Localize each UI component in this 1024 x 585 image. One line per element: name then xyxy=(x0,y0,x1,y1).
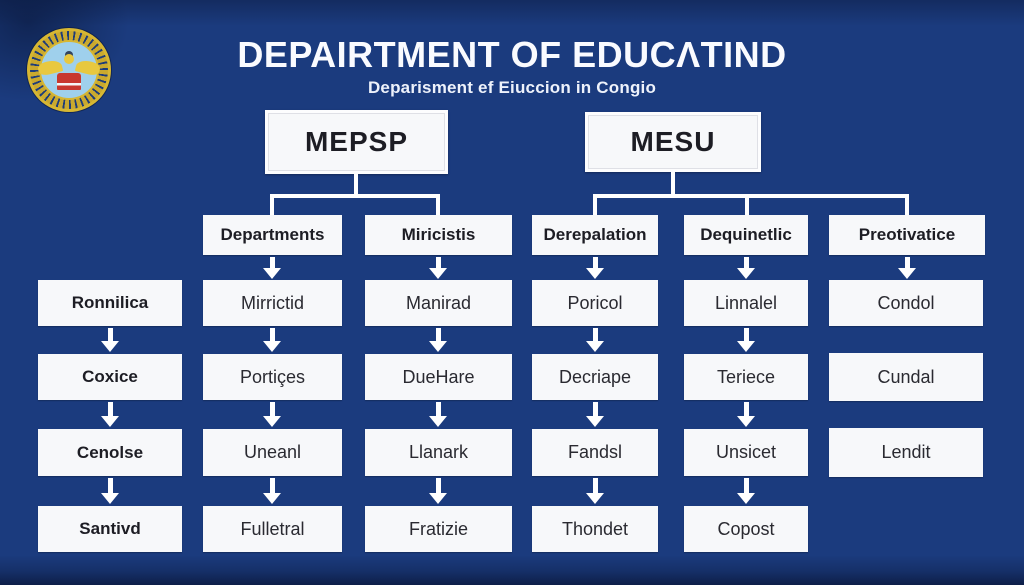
org-box-mesu: MESU xyxy=(585,112,761,172)
org-cell-poricol: Poricol xyxy=(532,280,658,326)
connector-line xyxy=(593,194,597,215)
org-header-preotivatice: Preotivatice xyxy=(829,215,985,255)
org-cell-manirad: Manirad xyxy=(365,280,512,326)
seal-tower xyxy=(57,73,81,90)
org-cell-portices: Portiçes xyxy=(203,354,342,400)
connector-line xyxy=(270,194,274,215)
org-cell-duehare: DueHare xyxy=(365,354,512,400)
org-header-derepalation: Derepalation xyxy=(532,215,658,255)
down-arrow xyxy=(737,328,755,352)
down-arrow xyxy=(737,257,755,279)
org-cell-mirrictid: Mirrictid xyxy=(203,280,342,326)
org-cell-fandsl: Fandsl xyxy=(532,429,658,476)
down-arrow xyxy=(263,402,281,427)
org-cell-lendit: Lendit xyxy=(829,428,983,477)
down-arrow xyxy=(737,402,755,427)
down-arrow xyxy=(586,402,604,427)
connector-line xyxy=(354,174,358,196)
connector-line xyxy=(671,172,675,196)
connector-line xyxy=(436,194,440,215)
down-arrow xyxy=(737,478,755,504)
org-header-departments: Departments xyxy=(203,215,342,255)
down-arrow xyxy=(101,402,119,427)
down-arrow xyxy=(586,328,604,352)
ministry-seal-icon xyxy=(27,28,111,112)
down-arrow xyxy=(263,328,281,352)
org-box-mepsp: MEPSP xyxy=(265,110,448,174)
org-cell-unsicet: Unsicet xyxy=(684,429,808,476)
org-cell-coxice: Coxice xyxy=(38,354,182,400)
org-cell-cenolse: Cenolse xyxy=(38,429,182,476)
seal-dome xyxy=(64,54,74,64)
down-arrow xyxy=(898,257,916,279)
down-arrow xyxy=(429,257,447,279)
org-cell-decriape: Decriape xyxy=(532,354,658,400)
page-title: DEPAIRTMENT OF EDUCΛTIND xyxy=(237,34,787,75)
down-arrow xyxy=(101,478,119,504)
org-cell-fratizie: Fratizie xyxy=(365,506,512,552)
org-cell-llanark: Llanark xyxy=(365,429,512,476)
down-arrow xyxy=(429,402,447,427)
org-cell-copost: Copost xyxy=(684,506,808,552)
connector-line xyxy=(745,194,749,215)
org-cell-ronnilica: Ronnilica xyxy=(38,280,182,326)
down-arrow xyxy=(586,478,604,504)
down-arrow xyxy=(263,478,281,504)
org-header-dequinetlic: Dequinetlic xyxy=(684,215,808,255)
down-arrow xyxy=(429,328,447,352)
down-arrow xyxy=(101,328,119,352)
org-cell-linnalel: Linnalel xyxy=(684,280,808,326)
connector-line xyxy=(905,194,909,215)
down-arrow xyxy=(429,478,447,504)
page-subtitle: Deparisment ef Eiuccion in Congio xyxy=(367,78,657,97)
org-cell-santivd: Santivd xyxy=(38,506,182,552)
connector-line xyxy=(593,194,909,198)
connector-line xyxy=(270,194,440,198)
org-cell-thondet: Thondet xyxy=(532,506,658,552)
org-cell-condol: Condol xyxy=(829,280,983,326)
org-cell-cundal: Cundal xyxy=(829,353,983,401)
org-cell-teriece: Teriece xyxy=(684,354,808,400)
down-arrow xyxy=(586,257,604,279)
down-arrow xyxy=(263,257,281,279)
org-cell-fulletral: Fulletral xyxy=(203,506,342,552)
org-header-miricistis: Miricistis xyxy=(365,215,512,255)
org-cell-uneanl: Uneanl xyxy=(203,429,342,476)
